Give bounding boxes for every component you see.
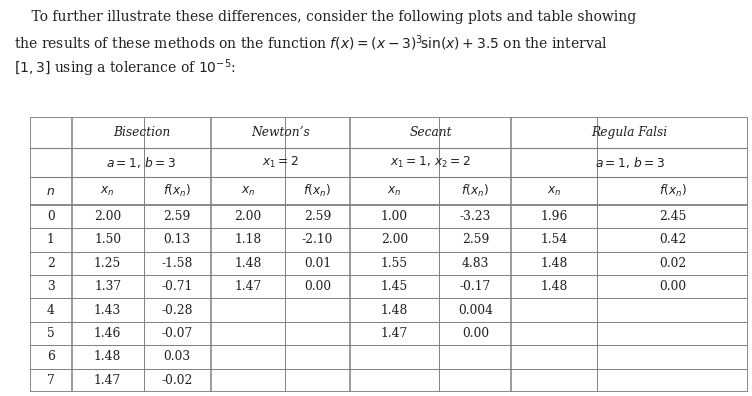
Text: 1.47: 1.47	[381, 327, 408, 340]
Text: $f(x_n)$: $f(x_n)$	[462, 183, 490, 199]
Text: $x_n$: $x_n$	[241, 185, 255, 198]
Text: 1.47: 1.47	[235, 280, 262, 293]
Text: 0.03: 0.03	[164, 350, 191, 364]
Text: 1: 1	[47, 234, 55, 246]
Text: 0.00: 0.00	[660, 280, 687, 293]
Text: 1.48: 1.48	[94, 350, 121, 364]
Text: 0.00: 0.00	[462, 327, 489, 340]
Text: 0.13: 0.13	[164, 234, 191, 246]
Text: 2.59: 2.59	[164, 210, 191, 223]
Text: 1.50: 1.50	[94, 234, 121, 246]
Text: $n$: $n$	[47, 185, 56, 198]
Text: -0.02: -0.02	[162, 374, 193, 387]
Text: 4: 4	[47, 304, 55, 317]
Text: 1.45: 1.45	[381, 280, 408, 293]
Text: -0.07: -0.07	[162, 327, 193, 340]
Text: $x_1=2$: $x_1=2$	[262, 155, 299, 170]
Text: $f(x_n)$: $f(x_n)$	[163, 183, 191, 199]
Text: 2.45: 2.45	[660, 210, 687, 223]
Text: 1.54: 1.54	[541, 234, 568, 246]
Text: 2.59: 2.59	[304, 210, 331, 223]
Text: Secant: Secant	[409, 126, 452, 139]
Text: -0.28: -0.28	[162, 304, 193, 317]
Text: 1.46: 1.46	[94, 327, 121, 340]
Text: $x_n$: $x_n$	[101, 185, 115, 198]
Text: $a=1,\, b=3$: $a=1,\, b=3$	[595, 155, 665, 170]
Text: 3: 3	[47, 280, 55, 293]
Text: 6: 6	[47, 350, 55, 364]
Text: -0.71: -0.71	[162, 280, 193, 293]
Text: 1.25: 1.25	[94, 257, 121, 270]
Text: 1.47: 1.47	[94, 374, 121, 387]
Text: 0.01: 0.01	[304, 257, 331, 270]
Text: 0: 0	[47, 210, 55, 223]
Text: $x_n$: $x_n$	[387, 185, 402, 198]
Text: 1.43: 1.43	[94, 304, 121, 317]
Text: 2.00: 2.00	[235, 210, 262, 223]
Text: $x_n$: $x_n$	[547, 185, 562, 198]
Text: 7: 7	[47, 374, 55, 387]
Text: 1.00: 1.00	[381, 210, 408, 223]
Text: 0.00: 0.00	[304, 280, 331, 293]
Text: -0.17: -0.17	[459, 280, 491, 293]
Text: 1.37: 1.37	[94, 280, 121, 293]
Text: 1.48: 1.48	[541, 280, 568, 293]
Text: $f(x_n)$: $f(x_n)$	[659, 183, 687, 199]
Text: To further illustrate these differences, consider the following plots and table : To further illustrate these differences,…	[14, 10, 635, 24]
Text: $[1,3]$ using a tolerance of $10^{-5}$:: $[1,3]$ using a tolerance of $10^{-5}$:	[14, 57, 235, 79]
Text: 1.18: 1.18	[235, 234, 262, 246]
Text: $x_1=1,\, x_2=2$: $x_1=1,\, x_2=2$	[390, 155, 471, 170]
Text: 0.42: 0.42	[660, 234, 687, 246]
Text: -1.58: -1.58	[162, 257, 193, 270]
Text: 1.48: 1.48	[381, 304, 408, 317]
Text: 2.00: 2.00	[94, 210, 121, 223]
Text: $f(x_n)$: $f(x_n)$	[304, 183, 331, 199]
Text: 5: 5	[47, 327, 55, 340]
Text: 1.48: 1.48	[235, 257, 262, 270]
Text: Newton’s: Newton’s	[251, 126, 310, 139]
Text: -3.23: -3.23	[459, 210, 491, 223]
Text: Bisection: Bisection	[113, 126, 170, 139]
Text: 1.48: 1.48	[541, 257, 568, 270]
Text: 1.96: 1.96	[541, 210, 568, 223]
Text: 0.004: 0.004	[458, 304, 493, 317]
Text: -2.10: -2.10	[302, 234, 333, 246]
Text: 1.55: 1.55	[381, 257, 408, 270]
Text: 4.83: 4.83	[462, 257, 489, 270]
Text: $a=1,\, b=3$: $a=1,\, b=3$	[106, 155, 177, 170]
Text: the results of these methods on the function $f(x) = (x-3)^3\!\sin(x)+3.5$ on th: the results of these methods on the func…	[14, 34, 607, 53]
Text: 2.00: 2.00	[381, 234, 408, 246]
Text: 2: 2	[47, 257, 55, 270]
Text: 0.02: 0.02	[660, 257, 687, 270]
Text: 2.59: 2.59	[462, 234, 489, 246]
Text: Regula Falsi: Regula Falsi	[592, 126, 668, 139]
